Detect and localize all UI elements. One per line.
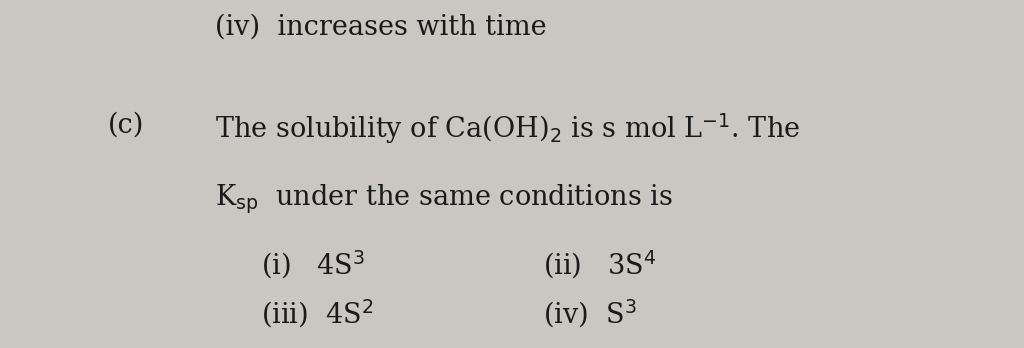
- Text: (i)   4S$^3$: (i) 4S$^3$: [261, 249, 366, 281]
- Text: K$_{\mathrm{sp}}$  under the same conditions is: K$_{\mathrm{sp}}$ under the same conditi…: [215, 183, 673, 216]
- Text: (iv)  increases with time: (iv) increases with time: [215, 14, 547, 41]
- Text: (ii)   3S$^4$: (ii) 3S$^4$: [543, 249, 656, 281]
- Text: (iii)  4S$^2$: (iii) 4S$^2$: [261, 298, 374, 330]
- Text: (c): (c): [108, 111, 144, 139]
- Text: The solubility of Ca(OH)$_2$ is s mol L$^{-1}$. The: The solubility of Ca(OH)$_2$ is s mol L$…: [215, 111, 800, 146]
- Text: (iv)  S$^3$: (iv) S$^3$: [543, 298, 637, 330]
